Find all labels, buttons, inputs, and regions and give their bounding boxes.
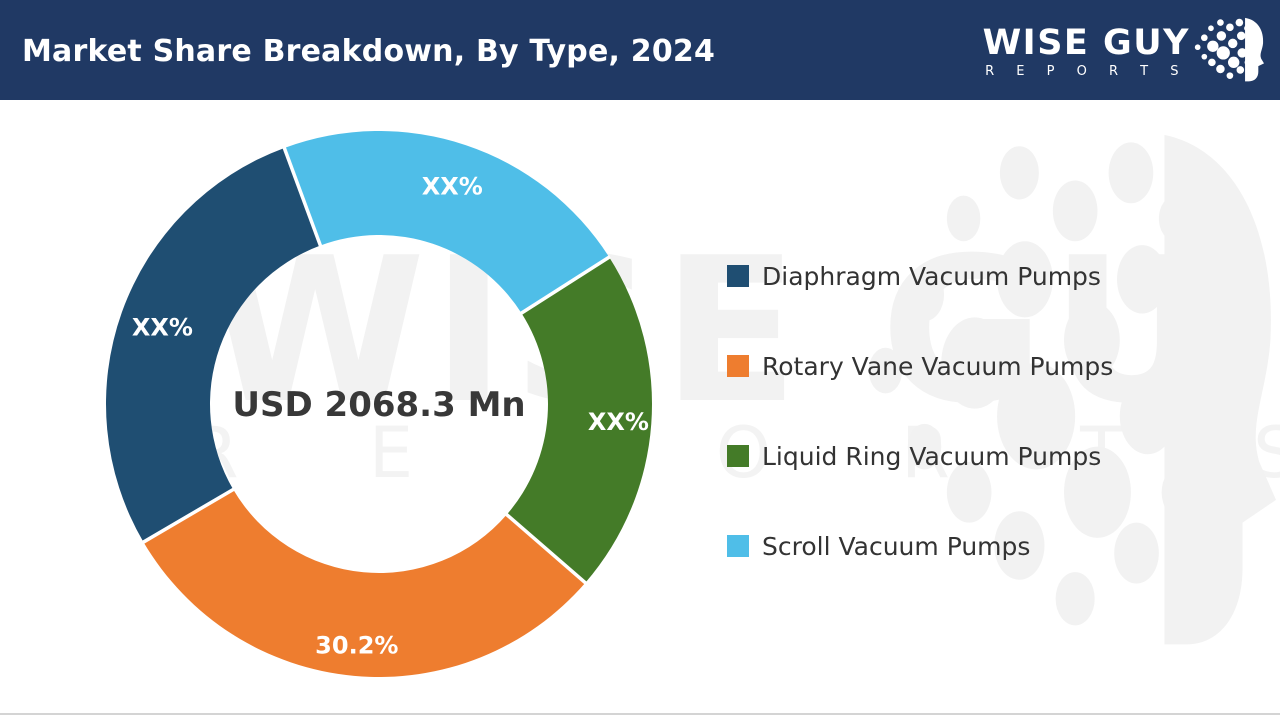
face-dot bbox=[907, 423, 942, 470]
slice-label-liquid-ring-vacuum-pumps: XX% bbox=[588, 408, 649, 436]
face-dot bbox=[1237, 48, 1247, 58]
face-dot bbox=[1228, 38, 1238, 49]
face-dot bbox=[1052, 180, 1098, 242]
face-dot bbox=[946, 461, 992, 523]
logo-text-block: WISE GUY R E P O R T S bbox=[983, 24, 1190, 79]
face-dot bbox=[1226, 72, 1234, 79]
face-dot bbox=[1108, 142, 1154, 204]
slice-label-rotary-vane-vacuum-pumps: 30.2% bbox=[315, 632, 398, 660]
legend-swatch-liquid-ring-vacuum-pumps bbox=[727, 445, 749, 467]
face-dot bbox=[1237, 31, 1246, 41]
face-dot bbox=[1208, 58, 1216, 67]
legend-swatch-scroll-vacuum-pumps bbox=[727, 535, 749, 557]
face-profile bbox=[1164, 134, 1276, 645]
legend-item-scroll-vacuum-pumps: Scroll Vacuum Pumps bbox=[727, 529, 1030, 563]
slice-separator bbox=[141, 487, 235, 545]
face-dot bbox=[1216, 31, 1227, 41]
legend-label: Rotary Vane Vacuum Pumps bbox=[762, 351, 1114, 381]
legend-label: Liquid Ring Vacuum Pumps bbox=[762, 441, 1102, 471]
face-dot bbox=[868, 347, 903, 394]
face-dot bbox=[1194, 44, 1201, 51]
logo-name: WISE GUY bbox=[982, 22, 1190, 63]
legend-item-rotary-vane-vacuum-pumps: Rotary Vane Vacuum Pumps bbox=[727, 349, 1113, 383]
face-dot bbox=[1235, 18, 1244, 27]
face-dot bbox=[1236, 66, 1245, 74]
face-dot bbox=[941, 317, 1009, 409]
face-dot bbox=[1064, 446, 1131, 538]
face-dot bbox=[997, 241, 1053, 318]
legend-label: Diaphragm Vacuum Pumps bbox=[762, 261, 1101, 291]
donut-slice-scroll-vacuum-pumps bbox=[284, 131, 610, 314]
legend-swatch-diaphragm-vacuum-pumps bbox=[727, 265, 749, 287]
face-dot bbox=[1117, 245, 1168, 314]
face-dot bbox=[1226, 23, 1234, 32]
slice-label-diaphragm-vacuum-pumps: XX% bbox=[132, 313, 193, 341]
face-dot bbox=[1216, 46, 1230, 60]
face-dot bbox=[1119, 378, 1176, 455]
face-dot bbox=[999, 146, 1039, 200]
logo-face-dots-icon bbox=[1194, 17, 1264, 82]
face-dot bbox=[997, 362, 1076, 470]
legend-item-diaphragm-vacuum-pumps: Diaphragm Vacuum Pumps bbox=[727, 259, 1101, 293]
face-dot bbox=[1055, 572, 1095, 626]
slice-separator bbox=[504, 512, 588, 585]
face-dot bbox=[994, 511, 1045, 580]
face-dot bbox=[1228, 56, 1240, 69]
donut-slice-rotary-vane-vacuum-pumps bbox=[143, 489, 586, 677]
logo-tagline: R E P O R T S bbox=[985, 63, 1188, 79]
donut-slice-liquid-ring-vacuum-pumps bbox=[506, 257, 653, 583]
face-dot bbox=[1207, 40, 1219, 52]
legend-swatch-rotary-vane-vacuum-pumps bbox=[727, 355, 749, 377]
face-dot bbox=[1064, 302, 1120, 379]
face-dot bbox=[1208, 25, 1214, 32]
slice-separator bbox=[519, 255, 611, 316]
wise-guy-reports-logo: WISE GUY R E P O R T S bbox=[983, 10, 1264, 92]
slice-separator bbox=[282, 146, 323, 248]
footer-divider-line bbox=[0, 713, 1280, 715]
face-dot bbox=[1217, 19, 1224, 26]
face-dot bbox=[1114, 522, 1159, 584]
face-profile bbox=[1245, 17, 1264, 82]
slice-label-scroll-vacuum-pumps: XX% bbox=[422, 173, 483, 201]
face-dot bbox=[1201, 53, 1208, 60]
legend-item-liquid-ring-vacuum-pumps: Liquid Ring Vacuum Pumps bbox=[727, 439, 1101, 473]
watermark-face-dots-graphic bbox=[868, 134, 1276, 645]
face-dot bbox=[946, 195, 981, 242]
legend-label: Scroll Vacuum Pumps bbox=[762, 531, 1031, 561]
face-dot bbox=[1201, 34, 1208, 42]
donut-slice-diaphragm-vacuum-pumps bbox=[106, 147, 321, 543]
face-dot bbox=[905, 267, 945, 322]
header-bar: Market Share Breakdown, By Type, 2024 WI… bbox=[0, 0, 1280, 100]
face-dot bbox=[1216, 64, 1225, 74]
chart-center-value: USD 2068.3 Mn bbox=[232, 385, 526, 425]
page-title: Market Share Breakdown, By Type, 2024 bbox=[22, 34, 716, 69]
